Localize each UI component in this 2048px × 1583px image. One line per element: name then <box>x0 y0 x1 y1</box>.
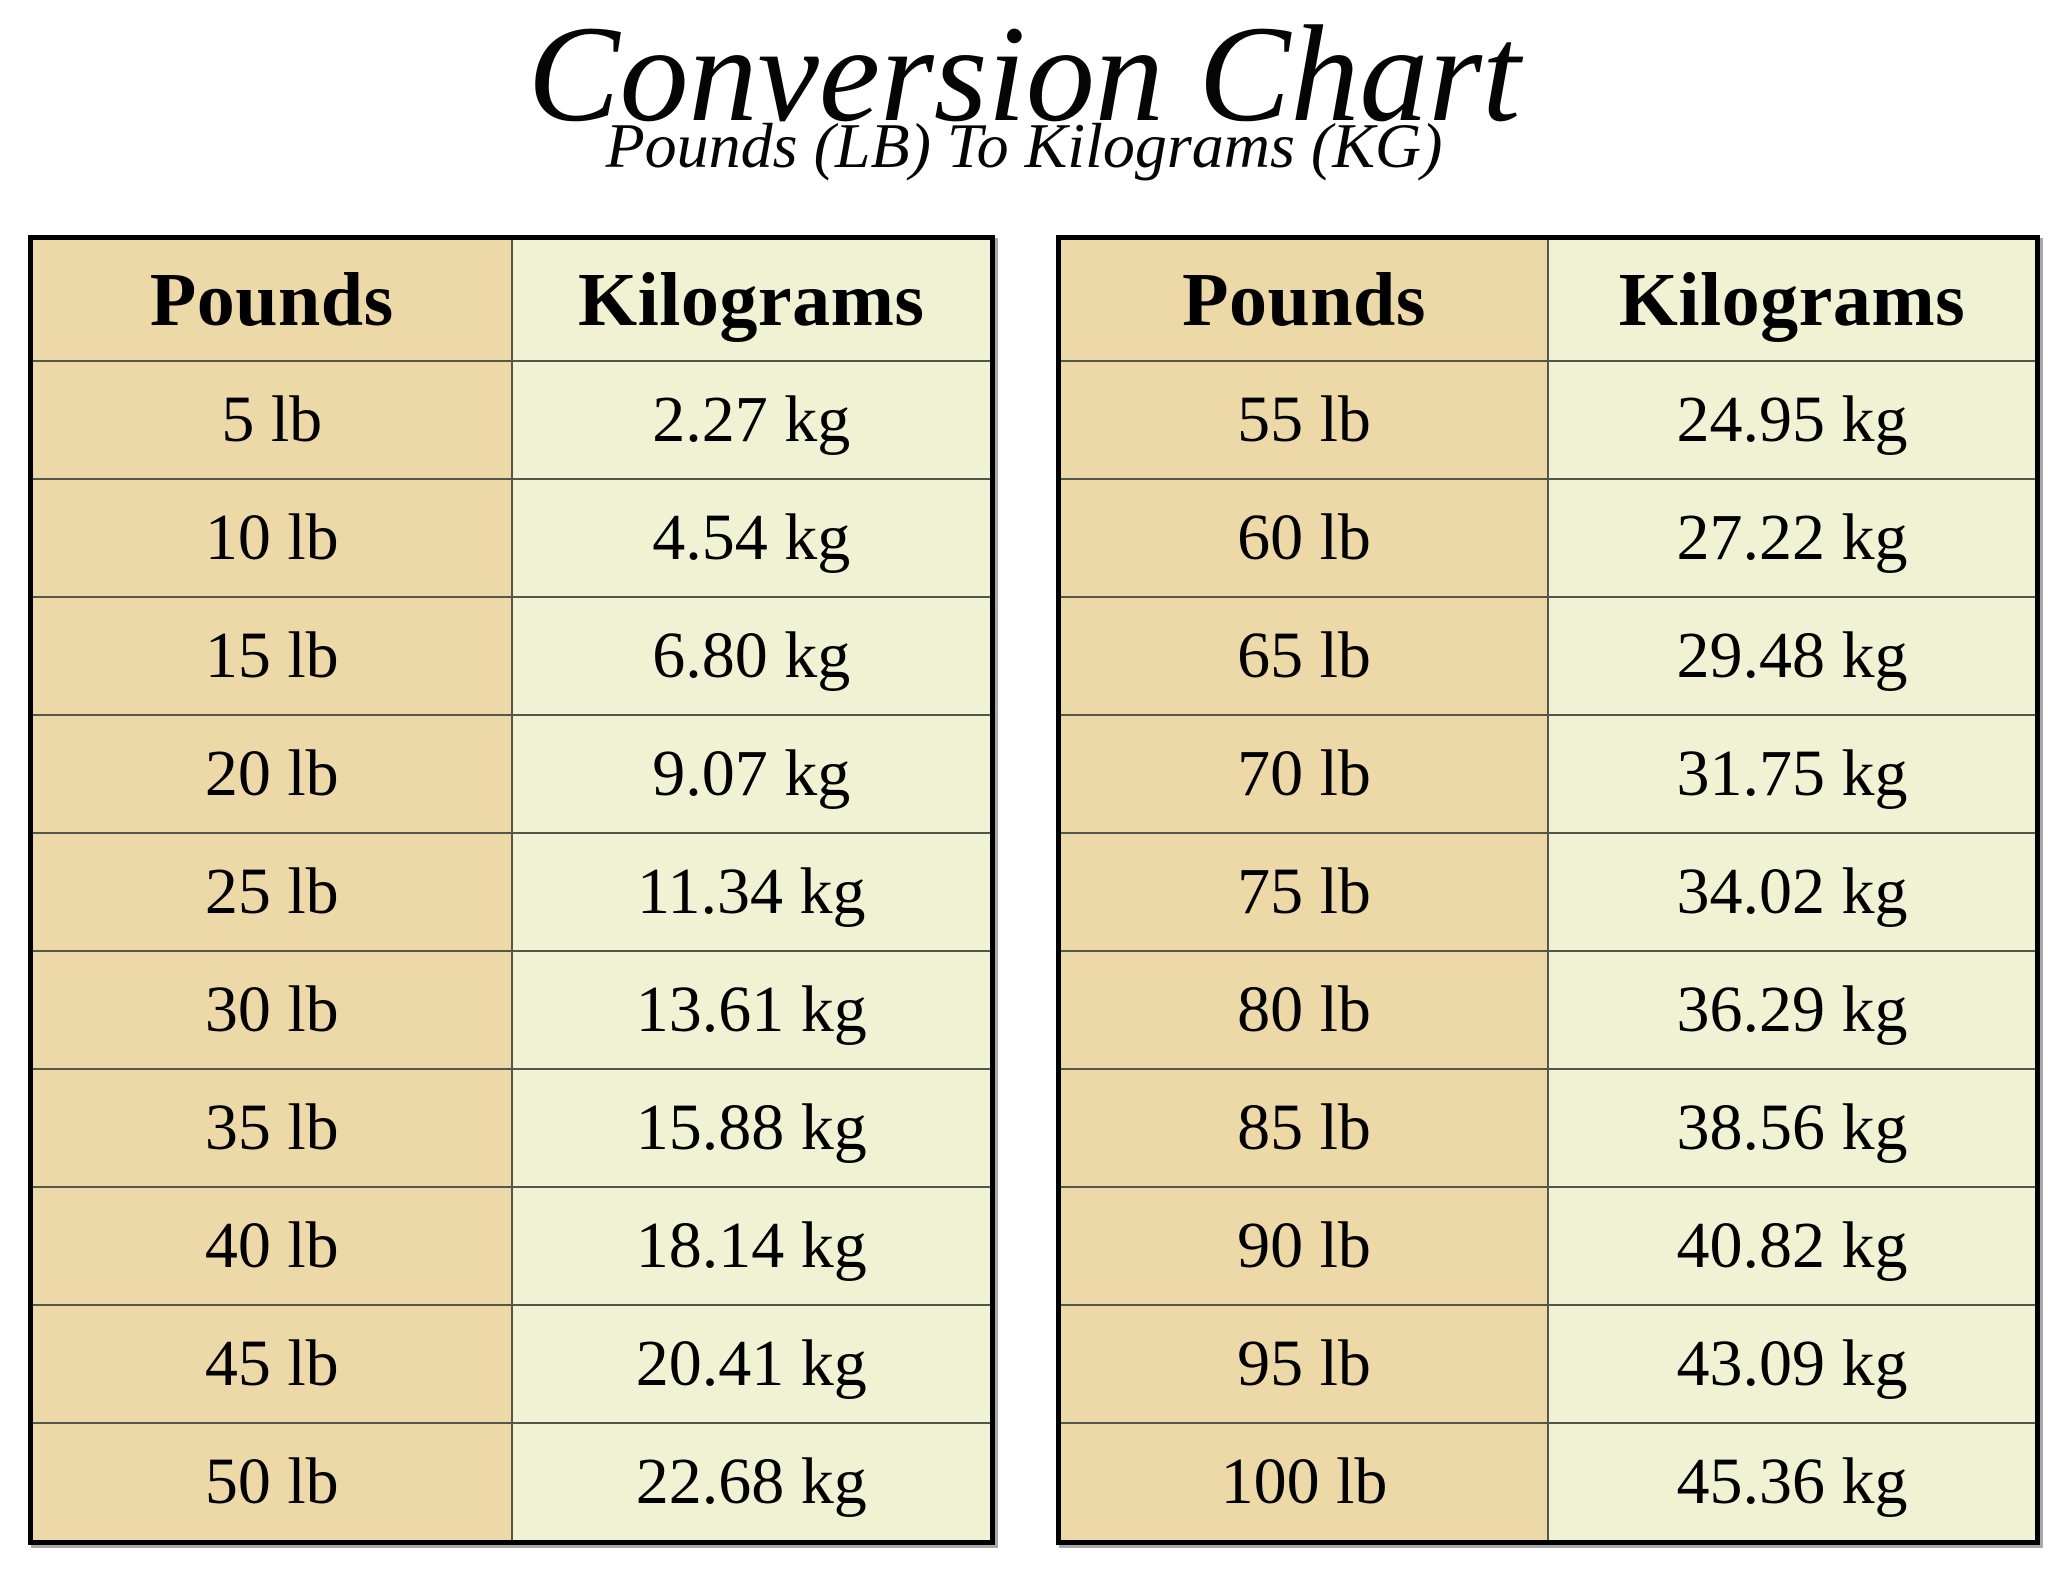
pounds-value: 50 lb <box>29 1422 513 1544</box>
header-row: Pounds Kilograms <box>29 236 994 362</box>
conversion-tables: Pounds Kilograms 5 lb 2.27 kg 10 lb 4.54… <box>28 235 2040 1545</box>
pounds-value: 10 lb <box>29 478 513 598</box>
table-row: 70 lb 31.75 kg <box>1057 714 2039 834</box>
table-row: 45 lb 20.41 kg <box>29 1304 994 1424</box>
pounds-value: 35 lb <box>29 1068 513 1188</box>
table-row: 85 lb 38.56 kg <box>1057 1068 2039 1188</box>
pounds-value: 15 lb <box>29 596 513 716</box>
header-row: Pounds Kilograms <box>1057 236 2039 362</box>
kilograms-value: 31.75 kg <box>1547 714 2039 834</box>
table-row: 35 lb 15.88 kg <box>29 1068 994 1188</box>
pounds-value: 30 lb <box>29 950 513 1070</box>
kilograms-value: 11.34 kg <box>510 832 994 952</box>
kilograms-value: 9.07 kg <box>510 714 994 834</box>
pounds-value: 65 lb <box>1057 596 1549 716</box>
kilograms-value: 29.48 kg <box>1547 596 2039 716</box>
pounds-value: 55 lb <box>1057 360 1549 480</box>
table-row: 95 lb 43.09 kg <box>1057 1304 2039 1424</box>
table-row: 5 lb 2.27 kg <box>29 360 994 480</box>
kilograms-value: 22.68 kg <box>510 1422 994 1544</box>
pounds-value: 100 lb <box>1057 1422 1549 1544</box>
kilograms-value: 38.56 kg <box>1547 1068 2039 1188</box>
kilograms-value: 18.14 kg <box>510 1186 994 1306</box>
table-row: 15 lb 6.80 kg <box>29 596 994 716</box>
table-row: 50 lb 22.68 kg <box>29 1422 994 1544</box>
page-title: Conversion Chart <box>527 0 1521 150</box>
pounds-value: 25 lb <box>29 832 513 952</box>
kilograms-value: 36.29 kg <box>1547 950 2039 1070</box>
pounds-value: 90 lb <box>1057 1186 1549 1306</box>
table-row: 20 lb 9.07 kg <box>29 714 994 834</box>
kilograms-value: 43.09 kg <box>1547 1304 2039 1424</box>
table-row: 30 lb 13.61 kg <box>29 950 994 1070</box>
kilograms-column-header: Kilograms <box>510 236 994 362</box>
kilograms-value: 13.61 kg <box>510 950 994 1070</box>
pounds-value: 85 lb <box>1057 1068 1549 1188</box>
kilograms-value: 24.95 kg <box>1547 360 2039 480</box>
pounds-value: 75 lb <box>1057 832 1549 952</box>
table-row: 90 lb 40.82 kg <box>1057 1186 2039 1306</box>
conversion-table-left: Pounds Kilograms 5 lb 2.27 kg 10 lb 4.54… <box>28 235 995 1545</box>
pounds-value: 40 lb <box>29 1186 513 1306</box>
table-row: 10 lb 4.54 kg <box>29 478 994 598</box>
pounds-column-header: Pounds <box>29 236 513 362</box>
kilograms-value: 45.36 kg <box>1547 1422 2039 1544</box>
table-row: 55 lb 24.95 kg <box>1057 360 2039 480</box>
table-row: 25 lb 11.34 kg <box>29 832 994 952</box>
table-row: 40 lb 18.14 kg <box>29 1186 994 1306</box>
table-row: 80 lb 36.29 kg <box>1057 950 2039 1070</box>
kilograms-column-header: Kilograms <box>1547 236 2039 362</box>
kilograms-value: 27.22 kg <box>1547 478 2039 598</box>
pounds-value: 20 lb <box>29 714 513 834</box>
conversion-table-right: Pounds Kilograms 55 lb 24.95 kg 60 lb 27… <box>1056 235 2040 1545</box>
kilograms-value: 2.27 kg <box>510 360 994 480</box>
page-subtitle: Pounds (LB) To Kilograms (KG) <box>605 110 1443 181</box>
table-row: 60 lb 27.22 kg <box>1057 478 2039 598</box>
kilograms-value: 34.02 kg <box>1547 832 2039 952</box>
kilograms-value: 20.41 kg <box>510 1304 994 1424</box>
kilograms-value: 40.82 kg <box>1547 1186 2039 1306</box>
pounds-column-header: Pounds <box>1057 236 1549 362</box>
pounds-value: 70 lb <box>1057 714 1549 834</box>
table-row: 100 lb 45.36 kg <box>1057 1422 2039 1544</box>
pounds-value: 5 lb <box>29 360 513 480</box>
pounds-value: 60 lb <box>1057 478 1549 598</box>
kilograms-value: 6.80 kg <box>510 596 994 716</box>
table-row: 75 lb 34.02 kg <box>1057 832 2039 952</box>
pounds-value: 95 lb <box>1057 1304 1549 1424</box>
table-row: 65 lb 29.48 kg <box>1057 596 2039 716</box>
pounds-value: 80 lb <box>1057 950 1549 1070</box>
kilograms-value: 4.54 kg <box>510 478 994 598</box>
kilograms-value: 15.88 kg <box>510 1068 994 1188</box>
pounds-value: 45 lb <box>29 1304 513 1424</box>
